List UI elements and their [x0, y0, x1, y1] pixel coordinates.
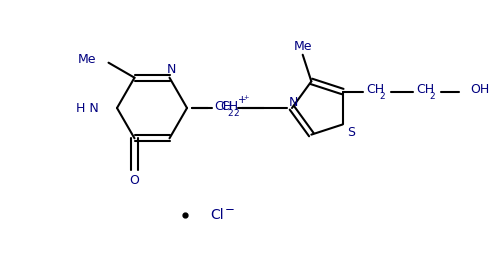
- Text: 2: 2: [233, 108, 239, 117]
- Text: N: N: [288, 96, 297, 108]
- Text: −: −: [225, 202, 235, 215]
- Text: +: +: [238, 95, 247, 105]
- Text: S: S: [346, 126, 354, 139]
- Text: ⁺: ⁺: [243, 95, 249, 105]
- Text: 2: 2: [380, 92, 386, 101]
- Text: Cl: Cl: [210, 208, 224, 222]
- Text: O: O: [130, 174, 140, 187]
- Text: OH: OH: [471, 83, 490, 96]
- Text: CH: CH: [220, 100, 238, 112]
- Text: 2: 2: [430, 92, 436, 101]
- Text: Me: Me: [294, 40, 312, 53]
- Text: N: N: [167, 63, 176, 76]
- Text: H N: H N: [76, 101, 99, 115]
- Text: 2: 2: [227, 108, 233, 117]
- Text: CH: CH: [214, 100, 232, 112]
- Text: Me: Me: [78, 53, 97, 66]
- Text: CH: CH: [367, 83, 385, 96]
- Text: CH: CH: [417, 83, 435, 96]
